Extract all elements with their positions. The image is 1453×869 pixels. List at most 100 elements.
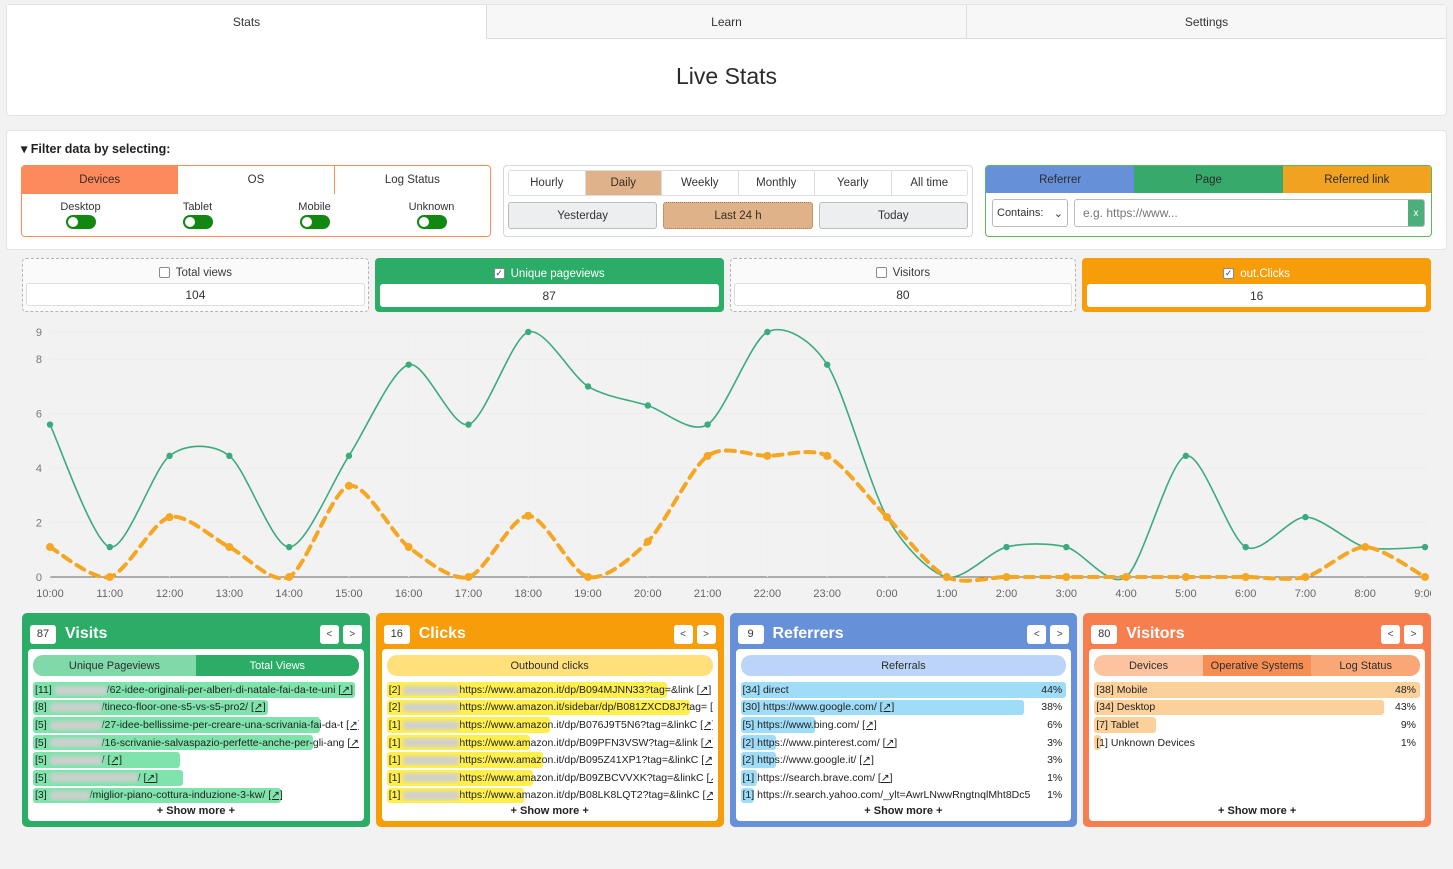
panel-tab-total-views[interactable]: Total Views: [195, 655, 359, 676]
list-item[interactable]: [1] https://search.brave.com/ [↗] 1%: [740, 769, 1067, 787]
metric-checkbox[interactable]: [158, 267, 170, 278]
external-link-icon[interactable]: [↗]: [706, 771, 713, 784]
granularity-hourly[interactable]: Hourly: [509, 171, 586, 195]
external-link-icon[interactable]: [↗]: [701, 754, 713, 767]
list-item[interactable]: [5] /27-idee-bellissime-per-creare-una-s…: [33, 716, 359, 734]
panel-tab-outbound-clicks[interactable]: Outbound clicks: [386, 655, 713, 676]
clear-search-button[interactable]: x: [1408, 200, 1424, 226]
external-link-icon[interactable]: [↗]: [710, 701, 712, 713]
panel-tab-log-status[interactable]: Log Status: [1311, 655, 1420, 676]
list-item[interactable]: [5] / [↗]: [33, 751, 359, 769]
show-more-button[interactable]: + Show more +: [510, 805, 589, 817]
toggle-mobile[interactable]: Mobile: [256, 194, 373, 236]
metric-checkbox[interactable]: ✓: [493, 268, 505, 279]
toggle-switch[interactable]: [182, 215, 213, 229]
list-item[interactable]: [2] https://www.google.it/ [↗] 3%: [740, 751, 1067, 769]
metric-header[interactable]: ✓ Unique pageviews: [380, 263, 719, 284]
list-item[interactable]: [1] https://www.amazon.it/dp/B09PFN3VSW?…: [386, 734, 713, 752]
external-link-icon[interactable]: [↗]: [702, 789, 713, 802]
quick-range-last-24-h[interactable]: Last 24 h: [663, 202, 813, 229]
external-link-icon[interactable]: [↗]: [859, 754, 874, 767]
external-link-icon[interactable]: [↗]: [877, 771, 893, 784]
quick-range-yesterday[interactable]: Yesterday: [508, 202, 658, 229]
metric-card-total-views[interactable]: Total views 104: [22, 258, 369, 312]
metric-header[interactable]: Visitors: [734, 262, 1073, 283]
metric-card-visitors[interactable]: Visitors 80: [729, 258, 1077, 312]
external-link-icon[interactable]: [↗]: [143, 771, 159, 784]
panel-tab-referrals[interactable]: Referrals: [740, 655, 1067, 676]
toggle-switch[interactable]: [65, 215, 96, 229]
granularity-weekly[interactable]: Weekly: [662, 171, 739, 195]
external-link-icon[interactable]: [↗]: [268, 789, 283, 802]
list-item[interactable]: [2] https://www.amazon.it/dp/B094MJNN33?…: [386, 681, 713, 699]
external-link-icon[interactable]: [↗]: [882, 736, 898, 749]
metric-card-unique-pageviews[interactable]: ✓ Unique pageviews 87: [374, 258, 724, 312]
list-item[interactable]: [34] Desktop 43%: [1094, 699, 1420, 717]
match-mode-select[interactable]: Contains: ⌄: [992, 199, 1068, 227]
list-item[interactable]: [2] https://www.amazon.it/sidebar/dp/B08…: [386, 699, 713, 717]
panel-next-button[interactable]: >: [1050, 624, 1070, 644]
external-link-icon[interactable]: [↗]: [696, 683, 712, 696]
list-item[interactable]: [1] https://www.amazon.it/dp/B076J9T5N6?…: [386, 716, 713, 734]
metric-checkbox[interactable]: ✓: [1223, 268, 1235, 279]
quick-range-today[interactable]: Today: [818, 202, 968, 229]
external-link-icon[interactable]: [↗]: [700, 718, 712, 731]
list-item[interactable]: [1] https://r.search.yahoo.com/_ylt=AwrL…: [740, 787, 1067, 803]
toggle-tablet[interactable]: Tablet: [139, 194, 256, 236]
panel-tab-devices[interactable]: Devices: [1094, 655, 1203, 676]
external-link-icon[interactable]: [↗]: [338, 683, 353, 696]
toggle-switch[interactable]: [416, 215, 447, 229]
list-item[interactable]: [11] /62-idee-originali-per-alberi-di-na…: [33, 681, 359, 699]
list-item[interactable]: [3] /miglior-piano-cottura-induzione-3-k…: [33, 787, 359, 803]
referrer-segment-referred-link[interactable]: Referred link: [1282, 166, 1431, 193]
metric-header[interactable]: ✓ out.Clicks: [1087, 263, 1426, 284]
list-item[interactable]: [1] https://www.amazon.it/dp/B095Z41XP1?…: [386, 751, 713, 769]
external-link-icon[interactable]: [↗]: [346, 718, 359, 731]
external-link-icon[interactable]: [↗]: [700, 736, 713, 749]
granularity-all-time[interactable]: All time: [891, 171, 967, 195]
show-more-button[interactable]: + Show more +: [864, 805, 943, 817]
list-item[interactable]: [1] https://www.amazon.it/dp/B08LK8LQT2?…: [386, 787, 713, 803]
tab-settings[interactable]: Settings: [967, 5, 1446, 38]
granularity-yearly[interactable]: Yearly: [815, 171, 892, 195]
granularity-daily[interactable]: Daily: [585, 171, 662, 195]
show-more-button[interactable]: + Show more +: [1218, 805, 1297, 817]
filter-label[interactable]: ▾ Filter data by selecting:: [21, 142, 171, 156]
metric-header[interactable]: Total views: [26, 262, 365, 283]
device-segment-log-status[interactable]: Log Status: [334, 166, 490, 194]
external-link-icon[interactable]: [↗]: [879, 701, 895, 714]
toggle-unknown[interactable]: Unknown: [373, 194, 490, 236]
list-item[interactable]: [30] https://www.google.com/ [↗] 38%: [740, 699, 1067, 717]
external-link-icon[interactable]: [↗]: [862, 718, 877, 731]
external-link-icon[interactable]: [↗]: [347, 736, 359, 749]
list-item[interactable]: [1] https://www.amazon.it/dp/B09ZBCVVXK?…: [386, 769, 713, 787]
referrer-search-input[interactable]: [1075, 206, 1408, 220]
list-item[interactable]: [5] https://www.bing.com/ [↗] 6%: [740, 716, 1067, 734]
toggle-desktop[interactable]: Desktop: [22, 194, 139, 236]
list-item[interactable]: [5] /16-scrivanie-salvaspazio-perfette-a…: [33, 734, 359, 752]
list-item[interactable]: [5] / [↗]: [33, 769, 359, 787]
panel-prev-button[interactable]: <: [673, 624, 693, 644]
granularity-monthly[interactable]: Monthly: [738, 171, 815, 195]
panel-prev-button[interactable]: <: [319, 624, 339, 644]
panel-next-button[interactable]: >: [696, 624, 716, 644]
list-item[interactable]: [7] Tablet 9%: [1094, 716, 1420, 734]
list-item[interactable]: [2] https://www.pinterest.com/ [↗] 3%: [740, 734, 1067, 752]
list-item[interactable]: [38] Mobile 48%: [1094, 681, 1420, 699]
device-segment-devices[interactable]: Devices: [22, 166, 179, 194]
list-item[interactable]: [34] direct 44%: [740, 681, 1067, 699]
metric-card-out-clicks[interactable]: ✓ out.Clicks 16: [1082, 258, 1431, 312]
panel-next-button[interactable]: >: [1404, 624, 1423, 644]
show-more-button[interactable]: + Show more +: [156, 805, 235, 817]
list-item[interactable]: [1] Unknown Devices 1%: [1094, 734, 1420, 752]
metric-checkbox[interactable]: [875, 267, 887, 278]
panel-tab-operative-systems[interactable]: Operative Systems: [1202, 655, 1312, 676]
referrer-segment-page[interactable]: Page: [1134, 166, 1283, 193]
panel-prev-button[interactable]: <: [1027, 624, 1047, 644]
panel-prev-button[interactable]: <: [1381, 624, 1400, 644]
external-link-icon[interactable]: [↗]: [107, 754, 123, 767]
panel-next-button[interactable]: >: [342, 624, 362, 644]
list-item[interactable]: [8] /tineco-floor-one-s5-vs-s5-pro2/ [↗]: [33, 699, 359, 717]
referrer-segment-referrer[interactable]: Referrer: [986, 166, 1135, 193]
toggle-switch[interactable]: [299, 215, 330, 229]
